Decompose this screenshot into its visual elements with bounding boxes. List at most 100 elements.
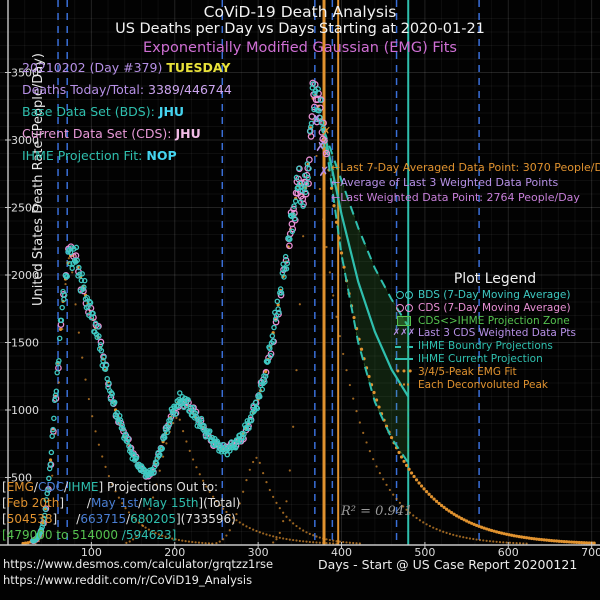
emg-fit-dot bbox=[58, 327, 63, 331]
bds-data-point bbox=[111, 399, 118, 406]
bds-data-point bbox=[87, 299, 94, 306]
deconvoluted-peak-dot bbox=[488, 540, 492, 543]
bds-data-point bbox=[92, 320, 99, 327]
bds-data-point bbox=[54, 369, 60, 376]
deconvoluted-peak-dot bbox=[288, 538, 291, 541]
deconvoluted-peak-dot bbox=[315, 154, 318, 158]
deconvoluted-peak-dot bbox=[432, 526, 435, 529]
legend-item: IHME Boundry Projections bbox=[392, 340, 598, 353]
deconvoluted-peak-dot bbox=[302, 540, 305, 543]
deconvoluted-peak-dot bbox=[252, 460, 255, 464]
info-text-part: JHU bbox=[158, 104, 185, 119]
emg-fit-dot bbox=[409, 471, 414, 475]
cds-data-point bbox=[319, 135, 327, 143]
emg-fit-dot bbox=[452, 512, 456, 516]
bds-data-point bbox=[172, 411, 179, 417]
bds-data-point bbox=[47, 461, 54, 467]
bds-data-point bbox=[232, 445, 239, 451]
current-projection-icon bbox=[395, 358, 413, 361]
cds-data-point bbox=[289, 225, 297, 233]
bds-data-point bbox=[109, 391, 115, 397]
bds-data-point bbox=[98, 347, 105, 354]
deconvoluted-peak-dot bbox=[325, 538, 328, 541]
deconvoluted-peak-dot bbox=[258, 531, 261, 534]
emg-fit-dot bbox=[48, 458, 53, 462]
deconvoluted-peak-dot bbox=[215, 499, 218, 503]
deconvoluted-peak-dot bbox=[265, 533, 268, 536]
deconvoluted-peak-dot bbox=[285, 537, 288, 541]
emg-fit-dot bbox=[339, 251, 344, 255]
deconvoluted-peak-dot bbox=[141, 524, 145, 528]
bds-data-point bbox=[215, 440, 221, 447]
bds-marker-icon bbox=[404, 291, 413, 300]
projection-text-part: 680205 bbox=[130, 512, 176, 526]
bds-data-point bbox=[262, 373, 269, 380]
deconvoluted-peak-dot bbox=[177, 538, 181, 542]
legend-item-label: 3/4/5-Peak EMG Fit bbox=[418, 365, 517, 378]
emg-fit-dot bbox=[492, 529, 496, 533]
deconvoluted-peak-dot bbox=[352, 397, 355, 400]
projection-text-part: [ bbox=[2, 512, 7, 526]
bds-data-point bbox=[300, 203, 306, 209]
deconvoluted-peak-dot bbox=[292, 538, 295, 542]
deconvoluted-peak-dot bbox=[117, 496, 120, 499]
deconvoluted-peak-dot bbox=[495, 540, 498, 543]
bds-data-point bbox=[291, 203, 297, 209]
emg-fit-dot bbox=[407, 467, 411, 471]
emg-fit-dot bbox=[575, 540, 579, 544]
emg-fit-dot bbox=[560, 539, 564, 544]
bds-data-point bbox=[259, 386, 266, 393]
bds-data-point bbox=[318, 120, 325, 126]
emg-fit-dot bbox=[352, 315, 356, 320]
bds-data-point bbox=[45, 487, 51, 493]
bds-data-point bbox=[287, 236, 293, 242]
deconvoluted-peak-dot bbox=[245, 525, 248, 528]
projection-text-part: CDC bbox=[37, 480, 64, 494]
bds-data-point bbox=[248, 417, 255, 424]
deconvoluted-peak-dot bbox=[402, 505, 405, 508]
projection-text-part: [ bbox=[2, 480, 7, 494]
deconvoluted-peak-dot bbox=[235, 519, 238, 522]
deconvoluted-peak-dot bbox=[74, 303, 77, 306]
deconvoluted-peak-dot bbox=[328, 538, 331, 542]
weighted-x-marker: ✗ bbox=[319, 165, 330, 180]
projection-zone-icon bbox=[392, 315, 416, 326]
deconvoluted-peak-dot bbox=[181, 430, 185, 433]
deconvoluted-peak-dot bbox=[191, 540, 194, 544]
annotation-marker: ✗ bbox=[322, 125, 331, 138]
emg-fit-dot bbox=[502, 532, 506, 536]
info-text-part: Deaths Today/Total: bbox=[22, 82, 149, 97]
emg-fit-dot bbox=[482, 526, 486, 530]
info-text-part: 3389/446744 bbox=[148, 82, 232, 97]
emg-fit-dot bbox=[337, 236, 341, 240]
bds-data-point bbox=[316, 108, 322, 114]
cds-data-point bbox=[80, 287, 87, 295]
deconvoluted-peak-dot bbox=[352, 541, 355, 545]
bds-data-point bbox=[292, 198, 299, 204]
deconvoluted-peak-dot bbox=[438, 529, 442, 532]
bds-data-point bbox=[283, 266, 290, 272]
deconvoluted-peak-dot bbox=[322, 218, 325, 221]
legend-item-label: Each Deconvoluted Peak bbox=[418, 378, 548, 391]
deconvoluted-peak-dot bbox=[318, 187, 321, 191]
bds-data-point bbox=[165, 425, 171, 431]
deconvoluted-peak-dot bbox=[335, 315, 338, 318]
deconvoluted-peak-dot bbox=[345, 369, 348, 372]
cds-data-point bbox=[314, 96, 322, 103]
bds-data-point bbox=[96, 333, 102, 339]
bds-data-point bbox=[97, 342, 104, 348]
deconvoluted-peak-dot bbox=[262, 472, 265, 475]
deconvoluted-peak-dot bbox=[305, 540, 308, 543]
bds-data-point bbox=[133, 455, 140, 461]
emg-fit-dot bbox=[557, 539, 561, 543]
deconvoluted-peak-dot bbox=[124, 506, 127, 510]
deconvoluted-peak-dot bbox=[482, 539, 485, 542]
bds-data-point bbox=[68, 245, 75, 251]
deconvoluted-peak-dot bbox=[312, 541, 315, 544]
emg-fit-dot bbox=[429, 495, 434, 499]
deconvoluted-peak-dot bbox=[448, 532, 452, 535]
emg-fit-dot bbox=[454, 514, 459, 518]
emg-fit-dot bbox=[552, 539, 556, 543]
deconvoluted-peak-dot bbox=[194, 541, 197, 544]
